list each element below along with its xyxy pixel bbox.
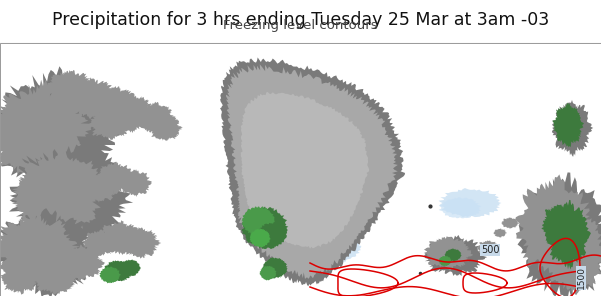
- Polygon shape: [100, 266, 121, 283]
- Polygon shape: [439, 256, 451, 266]
- Polygon shape: [0, 262, 41, 295]
- Polygon shape: [515, 174, 597, 278]
- Polygon shape: [135, 102, 176, 134]
- Polygon shape: [0, 213, 81, 284]
- Text: 500: 500: [481, 245, 499, 255]
- Polygon shape: [477, 240, 500, 256]
- Polygon shape: [439, 188, 501, 217]
- Polygon shape: [241, 92, 369, 249]
- Polygon shape: [9, 144, 133, 254]
- Polygon shape: [424, 236, 473, 271]
- Polygon shape: [82, 229, 119, 256]
- Polygon shape: [12, 165, 93, 236]
- Polygon shape: [0, 80, 94, 172]
- Polygon shape: [120, 260, 141, 276]
- Polygon shape: [0, 97, 76, 178]
- Polygon shape: [0, 208, 103, 296]
- Polygon shape: [105, 93, 156, 133]
- Polygon shape: [63, 77, 119, 119]
- Polygon shape: [552, 102, 584, 147]
- Polygon shape: [96, 162, 136, 194]
- Polygon shape: [46, 70, 94, 107]
- Polygon shape: [103, 260, 133, 281]
- Polygon shape: [424, 235, 487, 276]
- Polygon shape: [12, 148, 108, 237]
- Polygon shape: [257, 222, 287, 248]
- Polygon shape: [32, 260, 78, 295]
- Polygon shape: [118, 169, 152, 197]
- Polygon shape: [0, 66, 124, 198]
- Polygon shape: [88, 106, 133, 140]
- Polygon shape: [220, 57, 405, 286]
- Polygon shape: [148, 114, 183, 141]
- Text: Precipitation for 3 hrs ending Tuesday 25 Mar at 3am -03: Precipitation for 3 hrs ending Tuesday 2…: [52, 11, 549, 29]
- Polygon shape: [445, 249, 462, 261]
- Text: Freezing level contours: Freezing level contours: [223, 19, 378, 32]
- Polygon shape: [260, 266, 276, 281]
- Polygon shape: [319, 235, 361, 261]
- Polygon shape: [290, 234, 349, 272]
- Polygon shape: [82, 173, 118, 202]
- Polygon shape: [543, 209, 601, 295]
- Polygon shape: [546, 200, 591, 270]
- Polygon shape: [250, 229, 270, 247]
- Polygon shape: [242, 207, 288, 249]
- Polygon shape: [120, 227, 161, 259]
- Polygon shape: [93, 86, 138, 120]
- Polygon shape: [262, 258, 288, 279]
- Polygon shape: [552, 100, 593, 157]
- Polygon shape: [493, 229, 507, 237]
- Polygon shape: [97, 220, 144, 255]
- Polygon shape: [226, 64, 398, 279]
- Polygon shape: [517, 172, 601, 296]
- Polygon shape: [56, 244, 105, 281]
- Polygon shape: [501, 218, 519, 229]
- Text: 1500: 1500: [576, 266, 585, 289]
- Polygon shape: [439, 197, 481, 218]
- Polygon shape: [542, 204, 575, 248]
- Polygon shape: [241, 206, 275, 236]
